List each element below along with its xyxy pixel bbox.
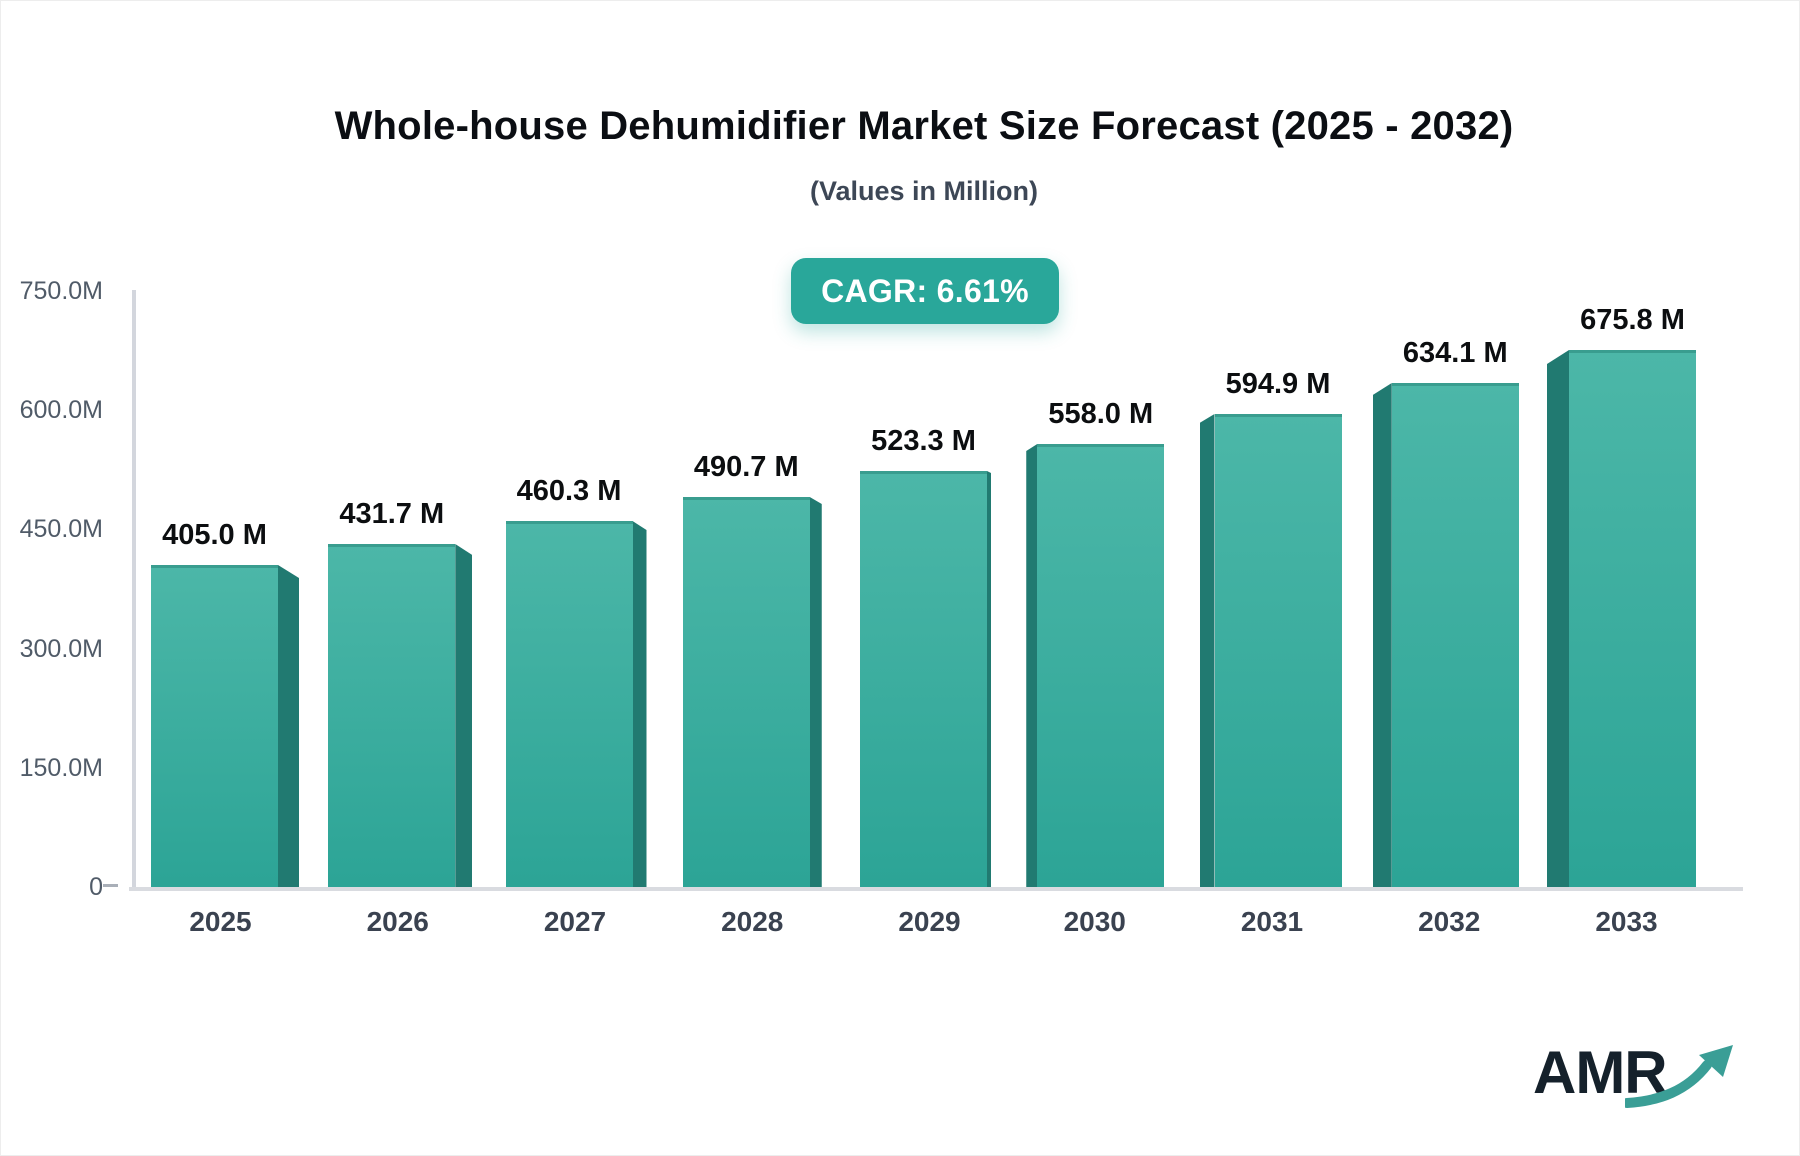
x-axis-label-2030: 2030 bbox=[1063, 906, 1126, 937]
bar-2026 bbox=[328, 544, 456, 887]
bar-2033 bbox=[1569, 350, 1696, 887]
bar-2028 bbox=[682, 497, 810, 887]
bar-value-label: 431.7 M bbox=[339, 498, 445, 530]
bar-side-face bbox=[1026, 444, 1038, 887]
bar-value-label: 490.7 M bbox=[693, 451, 799, 483]
bar-2032 bbox=[1391, 383, 1519, 887]
bar-value-label: 523.3 M bbox=[871, 425, 976, 457]
bar-side-face bbox=[809, 497, 822, 887]
y-axis-tick-label: 300.0M bbox=[19, 634, 103, 663]
bar-side-face bbox=[278, 565, 299, 887]
x-axis-label-2026: 2026 bbox=[366, 906, 429, 937]
x-axis-label-2031: 2031 bbox=[1240, 906, 1304, 937]
bar-2031 bbox=[1214, 414, 1342, 887]
bar-side-face bbox=[987, 471, 991, 887]
bar-side-face bbox=[455, 544, 473, 887]
bar-value-label: 558.0 M bbox=[1048, 398, 1154, 430]
cagr-badge-label: CAGR: 6.61% bbox=[821, 273, 1029, 309]
page-title: Whole-house Dehumidifier Market Size For… bbox=[334, 104, 1514, 148]
bar-value-label: 594.9 M bbox=[1225, 368, 1331, 400]
growth-arrow-icon bbox=[1625, 1045, 1733, 1108]
y-axis-line bbox=[132, 290, 136, 891]
bar-value-label: 460.3 M bbox=[516, 475, 622, 507]
bar-side-face bbox=[1199, 414, 1215, 887]
amr-logo: AMR bbox=[1533, 1039, 1753, 1119]
amr-logo-text: AMR bbox=[1533, 1039, 1668, 1106]
bar-2029 bbox=[860, 471, 987, 887]
bar-side-face bbox=[1547, 350, 1569, 887]
bar-side-face bbox=[1372, 383, 1392, 887]
cagr-badge: CAGR: 6.61% bbox=[791, 258, 1059, 324]
x-axis-baseline bbox=[129, 887, 1743, 891]
bar-value-label: 405.0 M bbox=[162, 519, 267, 551]
x-axis-label-2027: 2027 bbox=[543, 906, 607, 937]
y-axis-tick-label: 0 bbox=[89, 873, 103, 901]
bar-side-face bbox=[632, 521, 647, 887]
bar-2030 bbox=[1037, 444, 1165, 887]
y-axis-tick-label: 450.0M bbox=[19, 515, 103, 544]
y-axis-tick-label: 750.0M bbox=[19, 277, 103, 305]
bar-value-label: 634.1 M bbox=[1402, 337, 1508, 369]
bar-value-label: 675.8 M bbox=[1580, 304, 1685, 336]
bar-2027 bbox=[505, 521, 633, 887]
x-axis-label-2029: 2029 bbox=[898, 906, 961, 937]
y-axis-tick-label: 150.0M bbox=[19, 753, 103, 782]
page-subtitle: (Values in Million) bbox=[809, 176, 1039, 206]
x-axis-label-2028: 2028 bbox=[721, 906, 784, 937]
bar-2025 bbox=[151, 565, 278, 887]
x-axis-label-2032: 2032 bbox=[1418, 906, 1481, 937]
x-axis-label-2033: 2033 bbox=[1595, 906, 1658, 937]
y-axis-tick-label: 600.0M bbox=[19, 396, 103, 425]
x-axis-label-2025: 2025 bbox=[189, 906, 252, 937]
zero-tick-mark bbox=[103, 884, 118, 887]
